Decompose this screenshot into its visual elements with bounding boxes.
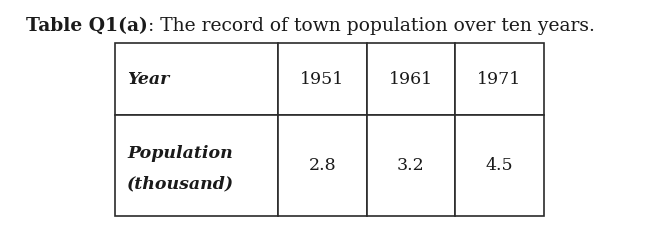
Text: 3.2: 3.2 <box>397 157 425 174</box>
Text: Population: Population <box>127 145 233 162</box>
Text: 1971: 1971 <box>477 71 521 88</box>
Text: 1961: 1961 <box>389 71 433 88</box>
Text: (thousand): (thousand) <box>127 175 235 192</box>
Text: Table Q1(a): Table Q1(a) <box>26 17 148 35</box>
Text: 1951: 1951 <box>301 71 345 88</box>
Bar <box>366 43 455 115</box>
Bar <box>278 115 366 216</box>
Bar <box>115 43 278 115</box>
Bar <box>455 115 544 216</box>
Bar <box>115 115 278 216</box>
Bar <box>366 115 455 216</box>
Bar <box>455 43 544 115</box>
Text: 4.5: 4.5 <box>486 157 513 174</box>
Text: Year: Year <box>127 71 169 88</box>
Text: 2.8: 2.8 <box>308 157 336 174</box>
Bar <box>278 43 366 115</box>
Text: : The record of town population over ten years.: : The record of town population over ten… <box>148 17 595 35</box>
